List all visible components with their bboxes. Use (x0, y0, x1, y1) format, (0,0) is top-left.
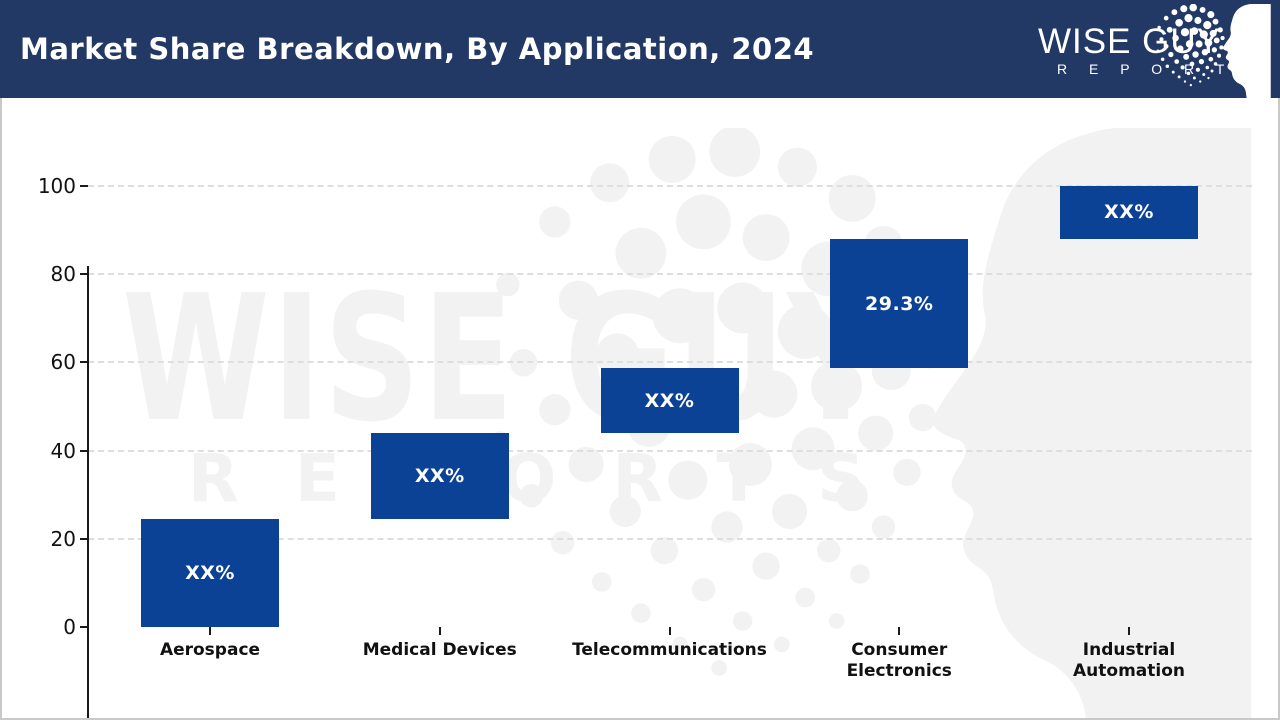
page-border-left (0, 98, 2, 720)
gridline (88, 273, 1252, 276)
gridline (88, 361, 1252, 364)
wise-guy-face-icon (1156, 4, 1271, 98)
x-category-label: Telecommunications (572, 640, 767, 660)
y-tick-mark (80, 449, 88, 452)
y-tick-mark (80, 273, 88, 276)
gridline (88, 185, 1252, 187)
chart-area: 0 20 40 60 80 100 XX% Aerospace XX% Medical Devic… (0, 98, 1280, 720)
x-tick-mark (668, 627, 671, 635)
y-tick-mark (80, 626, 88, 628)
bar: XX% (1060, 186, 1198, 239)
y-tick-label: 20 (50, 526, 76, 551)
x-category-label: Consumer Electronics (846, 640, 952, 682)
x-tick-mark (438, 627, 441, 635)
y-tick-label: 60 (50, 350, 76, 375)
y-tick-label: 40 (50, 438, 76, 463)
y-tick-label: 0 (63, 615, 76, 639)
bar: XX% (370, 432, 509, 519)
page-border-right (1278, 98, 1280, 720)
x-category-label: Industrial Automation (1073, 640, 1185, 682)
x-tick-mark (898, 627, 901, 635)
bar: 29.3% (830, 238, 969, 369)
gridline (88, 449, 1252, 452)
logo-subtext: R E P O R T S (1057, 61, 1265, 77)
x-tick-mark (1128, 627, 1130, 635)
y-axis (87, 266, 89, 720)
x-category-label: Medical Devices (362, 640, 517, 660)
y-tick-label: 100 (37, 174, 76, 198)
bar: XX% (600, 368, 739, 433)
x-tick-mark (209, 627, 211, 635)
bar-value-label: XX% (414, 464, 465, 487)
bar-value-label: XX% (185, 561, 235, 584)
page-title: Market Share Breakdown, By Application, … (20, 32, 815, 66)
header-bar: Market Share Breakdown, By Application, … (0, 0, 1280, 98)
y-tick-mark (80, 361, 88, 364)
bar-value-label: 29.3% (865, 292, 934, 315)
bar-value-label: XX% (1104, 201, 1154, 224)
page-border-bottom (0, 718, 1280, 720)
x-category-label: Aerospace (159, 640, 261, 660)
bar-value-label: XX% (644, 389, 695, 412)
bar: XX% (141, 518, 279, 627)
y-tick-mark (80, 185, 88, 187)
y-tick-mark (80, 537, 88, 540)
y-tick-label: 80 (50, 262, 76, 287)
gridline (88, 537, 1252, 540)
